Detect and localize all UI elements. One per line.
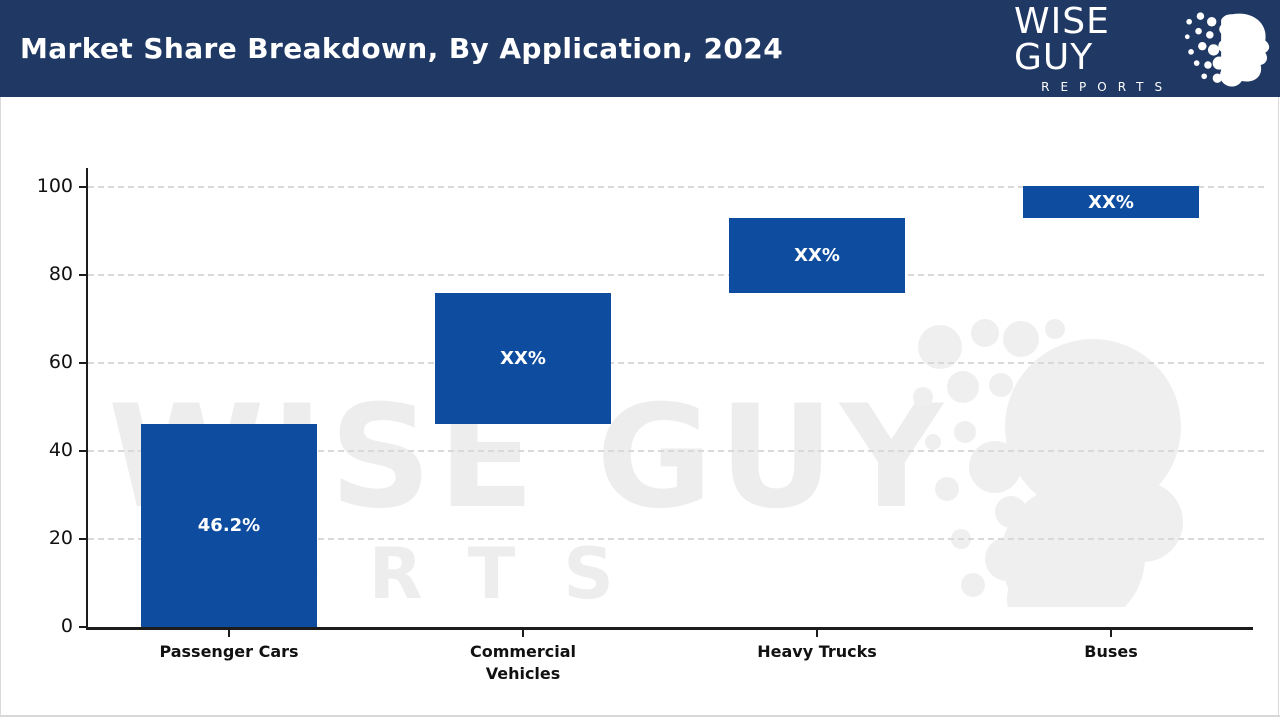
header-bar: Market Share Breakdown, By Application, … [0, 0, 1280, 97]
bar-value-label: XX% [794, 245, 840, 267]
y-tick-label: 80 [48, 263, 73, 285]
x-axis-line [86, 627, 1253, 630]
y-gridline [88, 274, 1264, 276]
bar-value-label: XX% [500, 347, 546, 369]
y-axis-line [86, 168, 88, 629]
y-tick-label: 20 [48, 527, 73, 549]
frame-right-line [1278, 97, 1279, 717]
bar-commercial-vehicles: XX% [435, 293, 611, 424]
plot-region: WISE GUY PORTS 0 20 40 60 80 100 46.2% Passenge… [0, 97, 1280, 720]
y-tick-mark [79, 450, 87, 452]
y-tick-label: 60 [48, 351, 73, 373]
x-tick-mark [1110, 630, 1112, 637]
chart-title: Market Share Breakdown, By Application, … [20, 32, 784, 65]
frame-left-line [0, 97, 1, 717]
y-tick-mark [79, 362, 87, 364]
bar-passenger-cars: 46.2% [141, 423, 317, 627]
wise-guy-logo: WISE GUY REPORTS [1014, 1, 1274, 95]
frame-bottom-line [0, 715, 1280, 717]
x-category-label: Buses [1084, 642, 1138, 661]
logo-primary-text: WISE GUY [1014, 1, 1110, 78]
face-dots-watermark [913, 319, 1183, 607]
y-tick-mark [79, 186, 87, 188]
y-gridline [88, 186, 1264, 188]
logo-secondary-text: REPORTS [1041, 80, 1174, 94]
x-category-label: Commercial Vehicles [469, 642, 577, 683]
y-gridline [88, 538, 1264, 540]
y-tick-mark [79, 538, 87, 540]
bar-heavy-trucks: XX% [729, 218, 905, 294]
logo-face-icon [1185, 12, 1270, 87]
x-tick-mark [522, 630, 524, 637]
y-tick-mark [79, 274, 87, 276]
y-tick-mark [79, 626, 87, 628]
y-gridline [88, 450, 1264, 452]
bar-buses: XX% [1023, 186, 1199, 219]
y-tick-label: 100 [36, 175, 73, 197]
bar-value-label: 46.2% [197, 514, 261, 536]
x-category-label: Heavy Trucks [757, 642, 877, 661]
bar-value-label: XX% [1088, 191, 1134, 213]
x-category-label: Passenger Cars [159, 642, 299, 661]
x-tick-mark [816, 630, 818, 637]
x-tick-mark [228, 630, 230, 637]
y-tick-label: 0 [60, 615, 73, 637]
y-tick-label: 40 [48, 439, 73, 461]
logo-text: WISE GUY REPORTS [1014, 1, 1190, 95]
y-gridline [88, 362, 1264, 364]
